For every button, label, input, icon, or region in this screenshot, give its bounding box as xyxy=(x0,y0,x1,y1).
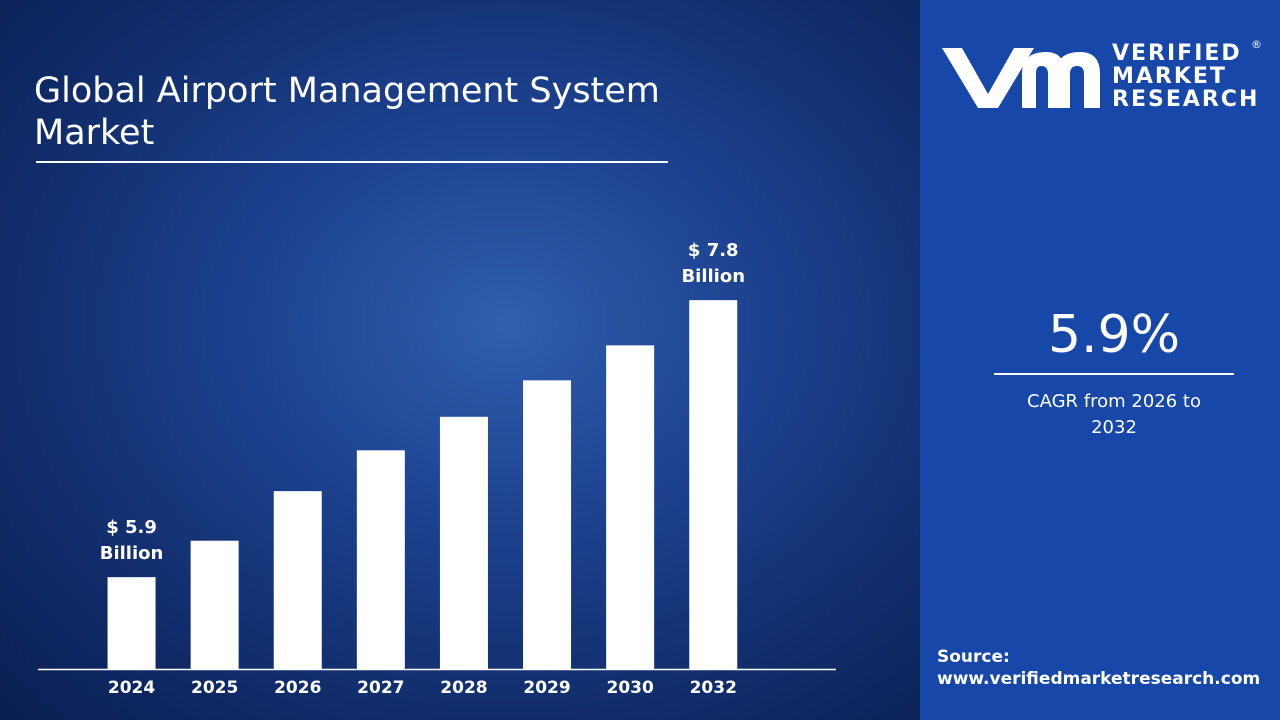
x-tick-label: 2026 xyxy=(274,678,321,698)
logo-line: VERIFIED xyxy=(1112,41,1242,66)
value-label: $ 7.8 Billion xyxy=(681,240,746,288)
value-label: $ 5.9 Billion xyxy=(99,517,164,565)
x-tick-label: 2027 xyxy=(357,678,404,698)
logo-line: RESEARCH xyxy=(1112,87,1260,112)
source-url: www.verifiedmarketresearch.com xyxy=(937,669,1261,689)
bar xyxy=(107,577,156,669)
chart: 2024 2025 2026 2027 2028 2029 2030 2032 xyxy=(0,0,920,720)
cagr-divider xyxy=(994,373,1234,375)
bar xyxy=(689,300,738,669)
bar xyxy=(190,540,239,669)
source: Source: www.verifiedmarketresearch.com xyxy=(937,646,1260,690)
source-label: Source: xyxy=(937,647,1010,667)
x-tick-label: 2029 xyxy=(523,678,570,698)
bar xyxy=(439,416,488,669)
x-tick-label: 2032 xyxy=(690,678,737,698)
logo-text: VERIFIED MARKET RESEARCH xyxy=(1112,42,1259,111)
x-tick-label: 2024 xyxy=(108,678,155,698)
bar xyxy=(606,345,655,669)
x-tick-label: 2030 xyxy=(606,678,653,698)
cagr-label: CAGR from 2026 to 2032 xyxy=(1027,391,1201,438)
logo-line: MARKET xyxy=(1112,64,1227,89)
cagr-value: 5.9% xyxy=(1047,305,1181,365)
bar xyxy=(356,450,405,669)
x-tick-label: 2028 xyxy=(440,678,487,698)
bar xyxy=(523,380,572,669)
bar xyxy=(273,491,322,669)
registered-mark: ® xyxy=(1251,38,1262,51)
info-panel xyxy=(920,0,1280,720)
chart-title: Global Airport Management System Market xyxy=(34,71,660,153)
logo-mark xyxy=(942,48,1100,108)
x-tick-label: 2025 xyxy=(191,678,238,698)
